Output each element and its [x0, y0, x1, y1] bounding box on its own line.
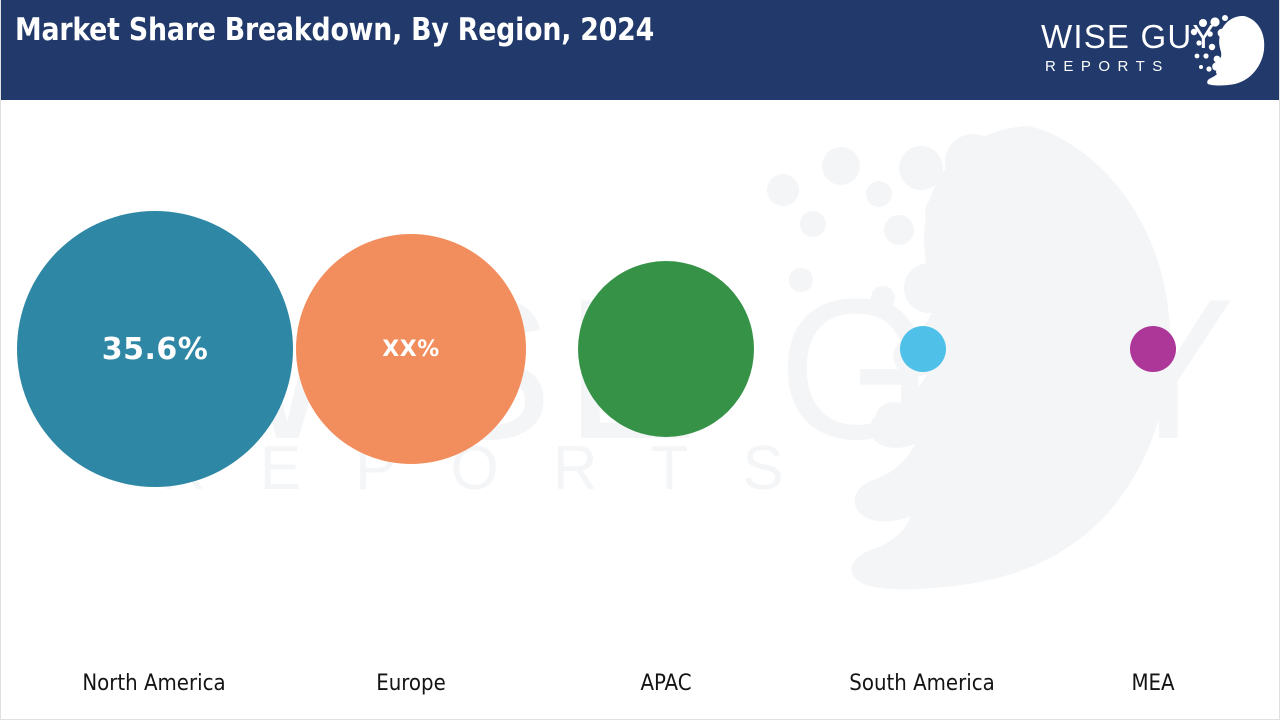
bubble-north-america[interactable]: 35.6%: [17, 211, 293, 487]
category-axis: North America Europe APAC South America MEA: [1, 650, 1279, 719]
axis-label-mea: MEA: [1131, 671, 1175, 696]
logo-primary-text: WISE GUY: [1041, 18, 1216, 55]
axis-label-apac: APAC: [640, 671, 692, 696]
bubble-mea[interactable]: [1130, 326, 1176, 372]
bubble-apac[interactable]: [578, 261, 754, 437]
axis-label-south-america: South America: [849, 671, 995, 696]
page-title: Market Share Breakdown, By Region, 2024: [15, 12, 655, 48]
bubble-south-america[interactable]: [900, 326, 946, 372]
brand-logo: WISE GUY REPORTS: [1041, 15, 1265, 86]
bubble-value-label: XX%: [382, 336, 440, 362]
axis-label-europe: Europe: [376, 671, 446, 696]
bubble-value-label: 35.6%: [101, 331, 209, 367]
logo-head-icon: [1190, 15, 1265, 86]
bubble-europe[interactable]: XX%: [296, 234, 526, 464]
axis-label-north-america: North America: [82, 671, 226, 696]
logo-secondary-text: REPORTS: [1045, 58, 1170, 75]
bubble-chart-plot-area: 35.6% XX%: [1, 100, 1279, 650]
chart-header-bar: Market Share Breakdown, By Region, 2024 …: [1, 0, 1279, 100]
